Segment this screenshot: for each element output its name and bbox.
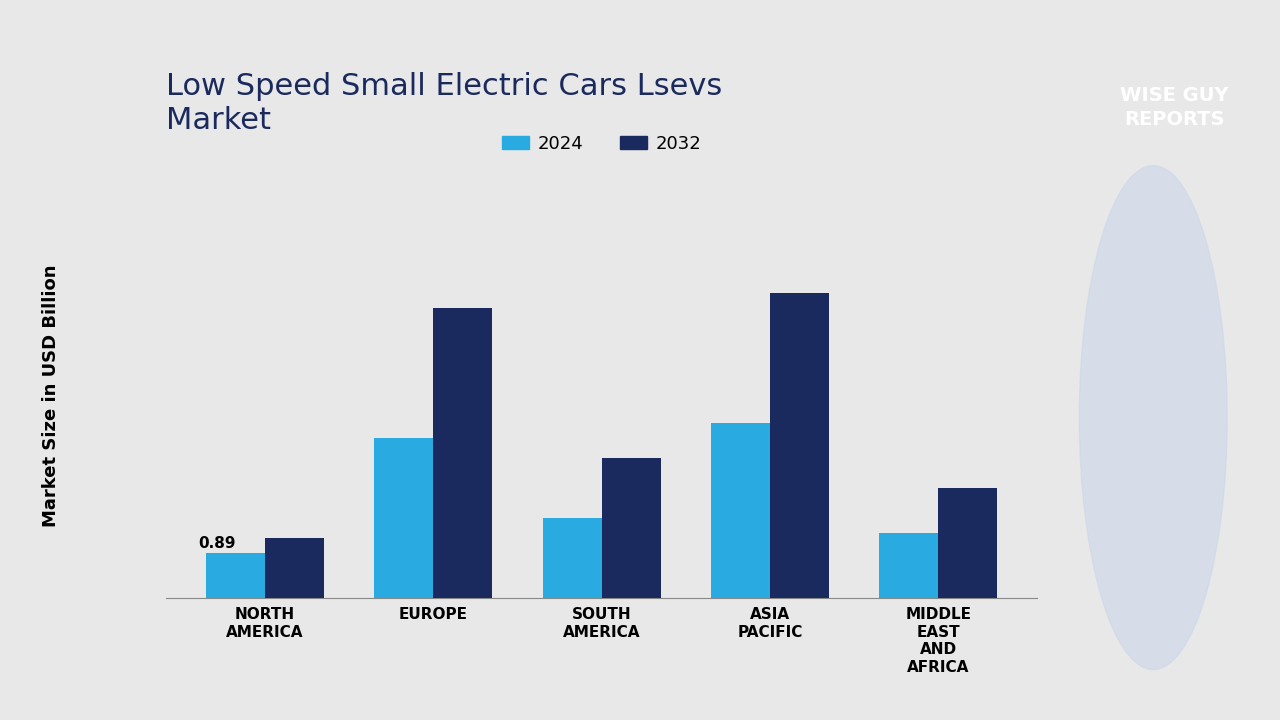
- Bar: [602, 458, 660, 598]
- Text: Market Size in USD Billion: Market Size in USD Billion: [42, 265, 60, 527]
- Bar: [771, 293, 829, 598]
- Legend: 2024, 2032: 2024, 2032: [494, 127, 709, 160]
- Circle shape: [1079, 166, 1228, 670]
- Bar: [433, 308, 493, 598]
- Bar: [206, 553, 265, 598]
- Bar: [710, 423, 771, 598]
- Bar: [938, 487, 997, 598]
- Bar: [543, 518, 602, 598]
- Bar: [374, 438, 433, 598]
- Bar: [879, 533, 938, 598]
- Text: Low Speed Small Electric Cars Lsevs
Market: Low Speed Small Electric Cars Lsevs Mark…: [166, 72, 723, 135]
- Text: 0.89: 0.89: [198, 536, 236, 551]
- Text: WISE GUY
REPORTS: WISE GUY REPORTS: [1120, 86, 1229, 129]
- Text: WISE GUY
REPORTS: WISE GUY REPORTS: [342, 308, 621, 412]
- Bar: [265, 538, 324, 598]
